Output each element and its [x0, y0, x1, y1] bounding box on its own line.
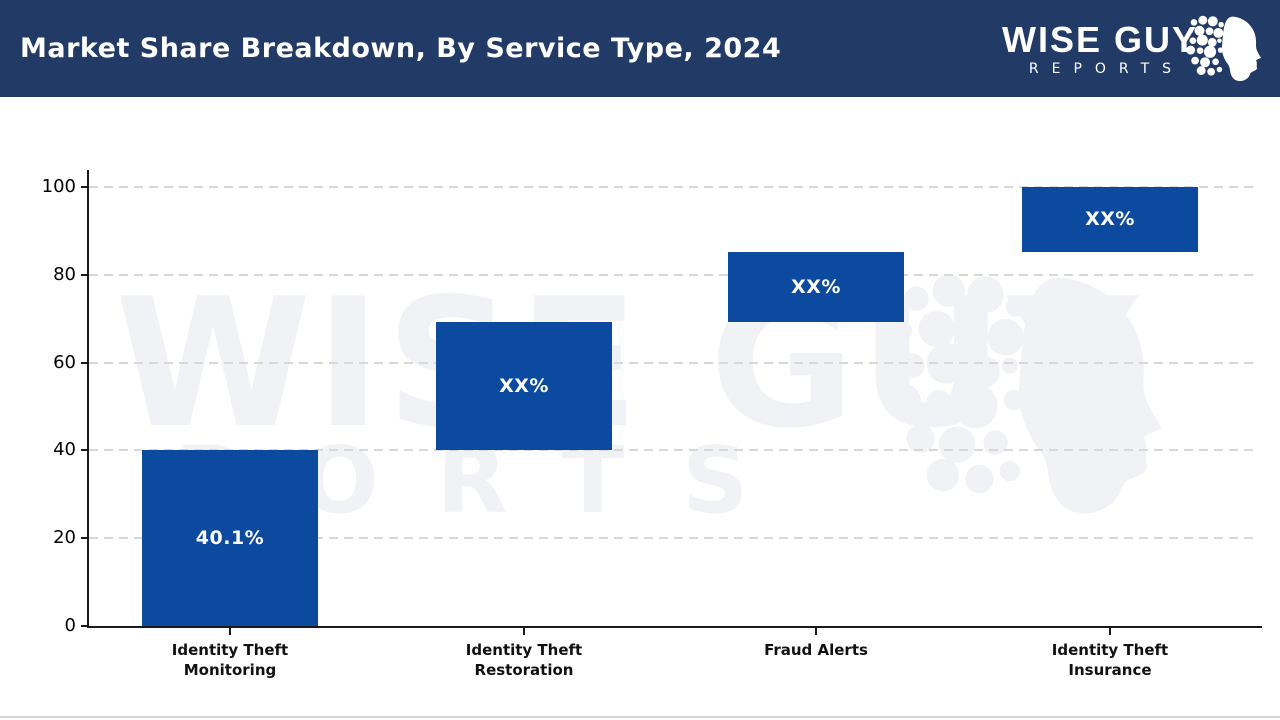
- x-tick-mark: [815, 628, 817, 635]
- bar-3: XX%: [728, 251, 904, 323]
- x-tick-mark: [523, 628, 525, 635]
- logo-wordmark: WISE GUY: [1001, 18, 1198, 60]
- x-category-label: Identity Theft Restoration: [465, 641, 583, 680]
- y-tick-mark: [81, 449, 88, 452]
- bar-2: XX%: [436, 322, 612, 450]
- y-tick-label: 40: [53, 439, 76, 461]
- x-tick-mark: [1109, 628, 1111, 635]
- x-axis-line: [87, 626, 1262, 628]
- logo-face-icon: [1186, 15, 1262, 81]
- y-tick-label: 60: [53, 351, 76, 373]
- bar-value-label: 40.1%: [195, 526, 265, 549]
- x-category-label: Fraud Alerts: [764, 641, 868, 659]
- bar-value-label: XX%: [1085, 208, 1135, 231]
- wise-guy-logo: WISE GUY REPORTS: [1002, 10, 1280, 88]
- gridline-100: [89, 186, 1259, 188]
- footer-divider: [0, 716, 1280, 718]
- y-tick-label: 0: [64, 615, 76, 636]
- bar-value-label: XX%: [499, 375, 549, 398]
- y-axis-line: [87, 170, 89, 628]
- x-category-label: Identity Theft Monitoring: [171, 641, 289, 680]
- gridline-60: [89, 361, 1259, 364]
- y-tick-mark: [81, 186, 88, 188]
- gridline-20: [89, 537, 1259, 540]
- bar-1: 40.1%: [142, 449, 318, 626]
- y-tick-label: 80: [53, 263, 76, 285]
- page-title: Market Share Breakdown, By Service Type,…: [20, 33, 782, 64]
- y-tick-label: 20: [53, 527, 76, 549]
- x-category-label: Identity Theft Insurance: [1051, 641, 1169, 680]
- y-tick-mark: [81, 361, 88, 364]
- y-tick-label: 100: [41, 176, 76, 197]
- y-tick-mark: [81, 625, 88, 627]
- gridline-80: [89, 273, 1259, 276]
- gridline-40: [89, 449, 1259, 452]
- logo-subtext: REPORTS: [1028, 60, 1185, 77]
- header-bar: Market Share Breakdown, By Service Type,…: [0, 0, 1280, 97]
- y-tick-mark: [81, 537, 88, 540]
- x-tick-mark: [229, 628, 231, 635]
- y-tick-mark: [81, 273, 88, 276]
- chart-area: 0 20 40 60 80 100 40.1% Identity Theft Monitori…: [0, 97, 1280, 679]
- bar-value-label: XX%: [791, 275, 841, 298]
- bar-4: XX%: [1022, 187, 1198, 252]
